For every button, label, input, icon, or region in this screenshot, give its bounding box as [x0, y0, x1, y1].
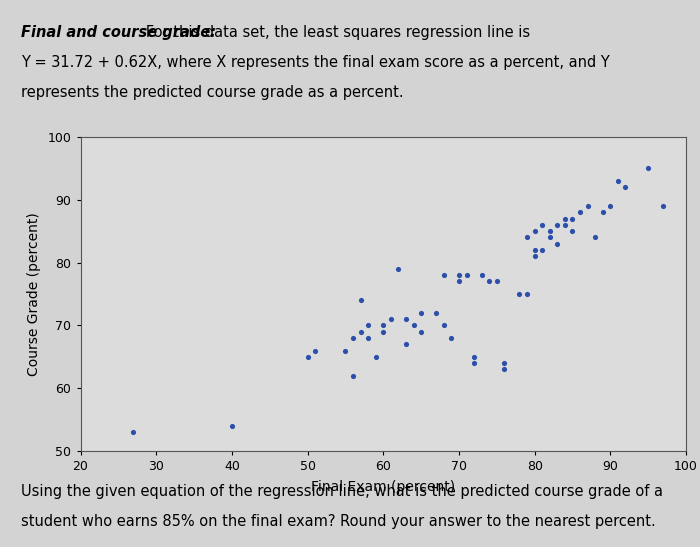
Point	[408, 321, 419, 330]
Point	[355, 327, 366, 336]
Point	[552, 220, 563, 229]
Y-axis label: Course Grade (percent): Course Grade (percent)	[27, 212, 41, 376]
Point	[491, 277, 503, 286]
Point	[498, 365, 510, 374]
Point	[537, 246, 548, 254]
Point	[454, 277, 465, 286]
Text: represents the predicted course grade as a percent.: represents the predicted course grade as…	[21, 85, 404, 100]
Point	[498, 359, 510, 368]
Point	[400, 340, 412, 349]
Point	[468, 352, 480, 361]
Point	[468, 359, 480, 368]
Point	[400, 315, 412, 324]
Point	[347, 334, 358, 342]
Point	[355, 296, 366, 305]
Point	[128, 428, 139, 437]
Point	[378, 321, 389, 330]
Point	[438, 271, 449, 280]
Point	[393, 265, 404, 274]
Point	[605, 201, 616, 210]
Text: student who earns 85% on the final exam? Round your answer to the nearest percen: student who earns 85% on the final exam?…	[21, 514, 656, 529]
Point	[416, 327, 427, 336]
Point	[658, 201, 669, 210]
Point	[597, 208, 608, 217]
Point	[302, 352, 313, 361]
Point	[514, 290, 525, 299]
Point	[370, 352, 382, 361]
Point	[582, 201, 593, 210]
Point	[340, 346, 351, 355]
Point	[226, 422, 237, 430]
Point	[589, 233, 601, 242]
Point	[446, 334, 457, 342]
Point	[454, 271, 465, 280]
Point	[567, 214, 578, 223]
Point	[347, 371, 358, 380]
Point	[416, 309, 427, 317]
Text: Final and course grade:: Final and course grade:	[21, 25, 216, 39]
Point	[620, 183, 631, 191]
Point	[476, 271, 487, 280]
Point	[544, 233, 555, 242]
Point	[385, 315, 396, 324]
Point	[378, 327, 389, 336]
Point	[309, 346, 321, 355]
Text: Using the given equation of the regression line, what is the predicted course gr: Using the given equation of the regressi…	[21, 484, 663, 499]
Point	[438, 321, 449, 330]
Point	[612, 176, 624, 185]
Point	[559, 214, 570, 223]
Point	[559, 220, 570, 229]
Point	[575, 208, 586, 217]
Point	[529, 252, 540, 261]
Point	[552, 240, 563, 248]
Point	[529, 226, 540, 235]
Point	[522, 290, 533, 299]
Point	[430, 309, 442, 317]
Point	[484, 277, 495, 286]
Point	[461, 271, 472, 280]
Point	[363, 334, 374, 342]
Text: Y = 31.72 + 0.62X, where X represents the final exam score as a percent, and Y: Y = 31.72 + 0.62X, where X represents th…	[21, 55, 610, 69]
Point	[363, 321, 374, 330]
Point	[567, 226, 578, 235]
Point	[643, 164, 654, 173]
Point	[537, 220, 548, 229]
X-axis label: Final Exam (percent): Final Exam (percent)	[312, 480, 455, 494]
Text: For this data set, the least squares regression line is: For this data set, the least squares reg…	[21, 25, 530, 39]
Point	[529, 246, 540, 254]
Point	[544, 226, 555, 235]
Point	[522, 233, 533, 242]
